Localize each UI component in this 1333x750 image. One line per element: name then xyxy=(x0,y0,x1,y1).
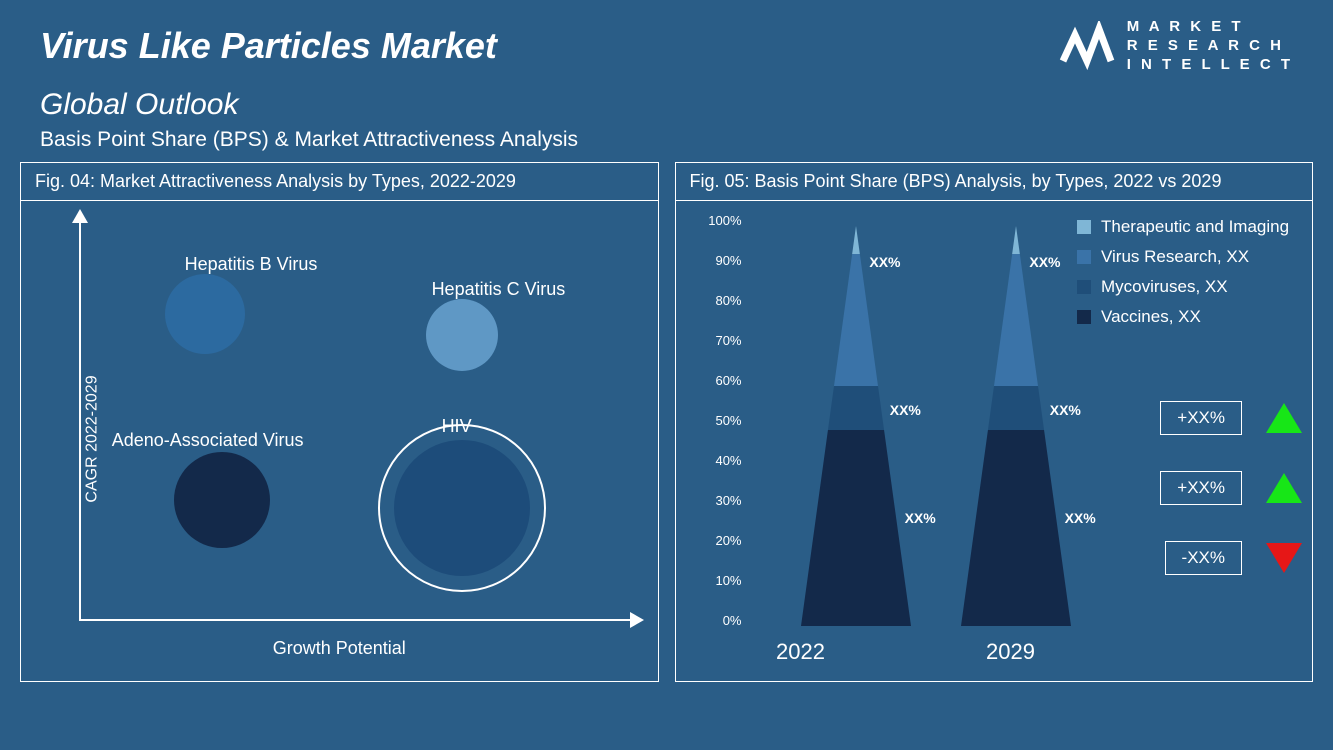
fig05-legend: Therapeutic and Imaging Virus Research, X… xyxy=(1077,217,1302,337)
fig05-ytick: 40% xyxy=(706,453,742,468)
cone-segment-label: XX% xyxy=(904,510,936,526)
bubble-point xyxy=(174,452,270,548)
fig05-ytick: 80% xyxy=(706,293,742,308)
logo-mark-icon xyxy=(1059,21,1119,71)
fig05-ytick: 50% xyxy=(706,413,742,428)
cone-segment-label: XX% xyxy=(889,402,921,418)
legend-label: Vaccines, XX xyxy=(1101,307,1201,327)
cone-segment xyxy=(801,430,911,626)
cone-segment xyxy=(987,386,1043,430)
fig04-ylabel: CAGR 2022-2029 xyxy=(84,376,102,503)
fig05-body: XX%XX%XX%XX%XX%XX% 0%10%20%30%40%50%60%7… xyxy=(676,201,1313,677)
fig04-body: CAGR 2022-2029 Growth Potential Hepatiti… xyxy=(21,201,658,677)
cone-segment xyxy=(827,386,883,430)
fig04-xlabel: Growth Potential xyxy=(273,638,406,659)
logo-text: M A R K E T R E S E A R C H I N T E L L … xyxy=(1127,18,1293,74)
fig05-ytick: 0% xyxy=(706,613,742,628)
fig05-ytick: 10% xyxy=(706,573,742,588)
panel-fig04: Fig. 04: Market Attractiveness Analysis … xyxy=(20,162,659,682)
change-row: -XX% xyxy=(1077,541,1302,575)
fig04-x-axis xyxy=(79,619,642,621)
fig05-x-label: 2029 xyxy=(906,639,1116,665)
cone-segment-label: XX% xyxy=(1029,254,1061,270)
bubble-label: HIV xyxy=(442,416,472,437)
legend-swatch xyxy=(1077,280,1091,294)
cone-segment xyxy=(994,254,1038,386)
cone-segment xyxy=(852,226,860,254)
fig04-y-axis xyxy=(79,211,81,621)
bubble-label: Hepatitis C Virus xyxy=(432,279,566,300)
triangle-up-icon xyxy=(1266,403,1302,433)
bubble-label: Adeno-Associated Virus xyxy=(112,430,304,451)
bubble-point xyxy=(394,440,530,576)
subtitle-global-outlook: Global Outlook xyxy=(0,80,1333,122)
change-value: +XX% xyxy=(1160,401,1242,435)
legend-swatch xyxy=(1077,220,1091,234)
fig05-x-labels: 20222029 xyxy=(696,639,1116,665)
legend-item: Mycoviruses, XX xyxy=(1077,277,1302,297)
fig05-x-label: 2022 xyxy=(696,639,906,665)
fig05-caption: Fig. 05: Basis Point Share (BPS) Analysi… xyxy=(676,163,1313,201)
fig05-ytick: 30% xyxy=(706,493,742,508)
fig05-cone-svg: XX%XX%XX%XX%XX%XX% xyxy=(756,211,1116,641)
panel-fig05: Fig. 05: Basis Point Share (BPS) Analysi… xyxy=(675,162,1314,682)
fig05-chart-area: XX%XX%XX%XX%XX%XX% 0%10%20%30%40%50%60%7… xyxy=(696,211,1116,641)
panels-row: Fig. 04: Market Attractiveness Analysis … xyxy=(0,162,1333,682)
triangle-down-icon xyxy=(1266,543,1302,573)
change-row: +XX% xyxy=(1077,471,1302,505)
change-value: +XX% xyxy=(1160,471,1242,505)
legend-swatch xyxy=(1077,310,1091,324)
header: Virus Like Particles Market M A R K E T … xyxy=(0,0,1333,80)
change-row: +XX% xyxy=(1077,401,1302,435)
bubble-point xyxy=(426,299,498,371)
legend-label: Therapeutic and Imaging xyxy=(1101,217,1289,237)
cone-segment xyxy=(1012,226,1020,254)
fig05-ytick: 90% xyxy=(706,253,742,268)
subtitle-bps: Basis Point Share (BPS) & Market Attract… xyxy=(0,122,1333,162)
legend-label: Mycoviruses, XX xyxy=(1101,277,1228,297)
triangle-up-icon xyxy=(1266,473,1302,503)
fig05-ytick: 20% xyxy=(706,533,742,548)
legend-item: Vaccines, XX xyxy=(1077,307,1302,327)
fig05-ytick: 70% xyxy=(706,333,742,348)
change-value: -XX% xyxy=(1165,541,1242,575)
bubble-label: Hepatitis B Virus xyxy=(185,254,318,275)
legend-label: Virus Research, XX xyxy=(1101,247,1249,267)
bubble-point xyxy=(165,274,245,354)
legend-swatch xyxy=(1077,250,1091,264)
fig05-ytick: 100% xyxy=(706,213,742,228)
fig05-change-indicators: +XX% +XX% -XX% xyxy=(1077,401,1302,611)
cone-segment xyxy=(834,254,878,386)
legend-item: Therapeutic and Imaging xyxy=(1077,217,1302,237)
legend-item: Virus Research, XX xyxy=(1077,247,1302,267)
brand-logo: M A R K E T R E S E A R C H I N T E L L … xyxy=(1059,18,1293,74)
fig05-ytick: 60% xyxy=(706,373,742,388)
fig04-caption: Fig. 04: Market Attractiveness Analysis … xyxy=(21,163,658,201)
page-title: Virus Like Particles Market xyxy=(40,25,497,67)
cone-segment xyxy=(961,430,1071,626)
cone-segment-label: XX% xyxy=(869,254,901,270)
